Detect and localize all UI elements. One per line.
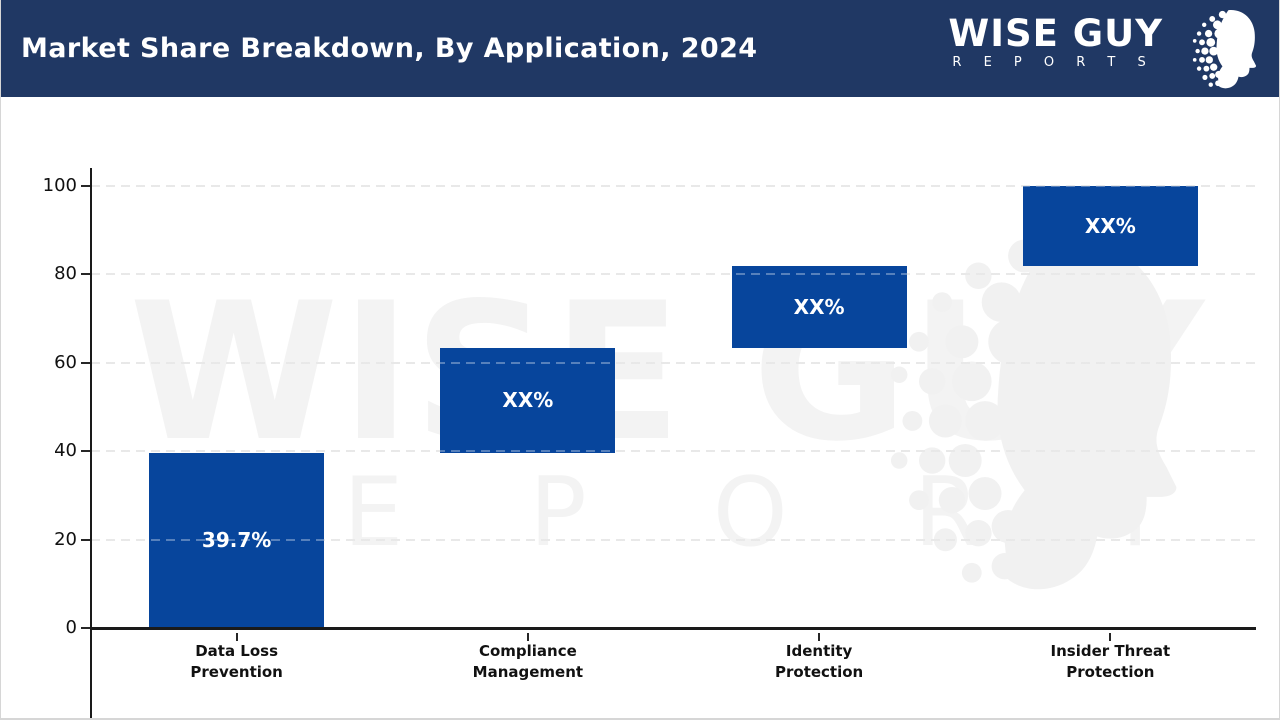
category-label-line: Identity bbox=[785, 642, 853, 660]
category-label-line: Insider Threat bbox=[1050, 642, 1171, 660]
y-axis-tick-label: 80 bbox=[54, 263, 77, 285]
gridline bbox=[91, 450, 1256, 453]
gridline-overlay bbox=[91, 273, 1256, 276]
gridline bbox=[91, 361, 1256, 364]
y-axis-tick bbox=[81, 361, 90, 364]
gridline bbox=[91, 185, 1256, 187]
category-label-line: Management bbox=[472, 663, 584, 681]
gridline-overlay bbox=[91, 538, 1256, 541]
page-title: Market Share Breakdown, By Application, … bbox=[21, 33, 758, 64]
gridline bbox=[91, 538, 1256, 541]
bar-value-label: XX% bbox=[1084, 214, 1136, 238]
x-axis-tick bbox=[526, 633, 529, 641]
y-axis-tick bbox=[81, 538, 90, 541]
brand-logo: WISE GUY R E P O R T S bbox=[948, 12, 1163, 70]
y-axis-tick-label: 60 bbox=[54, 351, 77, 373]
category-label-line: Data Loss bbox=[195, 642, 279, 660]
y-axis-tick bbox=[81, 627, 90, 629]
y-axis-tick bbox=[81, 273, 90, 276]
gridline bbox=[91, 273, 1256, 276]
header-bar: Market Share Breakdown, By Application, … bbox=[1, 0, 1279, 97]
y-axis-tick-label: 20 bbox=[54, 528, 77, 550]
x-axis-tick bbox=[818, 633, 821, 641]
bar-segment: 39.7% bbox=[149, 452, 325, 628]
gridline-overlay bbox=[91, 361, 1256, 364]
bar-segment: XX% bbox=[731, 266, 907, 349]
bar-value-label: 39.7% bbox=[201, 528, 272, 553]
x-axis-category-label: Insider Threat Protection bbox=[990, 641, 1230, 683]
brand-name: WISE GUY bbox=[948, 12, 1163, 55]
category-label-line: Prevention bbox=[190, 663, 283, 681]
y-axis-tick bbox=[81, 450, 90, 453]
x-axis-category-label: Compliance Management bbox=[408, 641, 648, 683]
bar-value-label: XX% bbox=[793, 295, 845, 320]
dotted-face-logo-icon bbox=[1192, 10, 1257, 89]
y-axis-tick bbox=[81, 185, 90, 187]
x-axis-tick bbox=[235, 633, 238, 641]
category-label-line: Compliance bbox=[478, 642, 577, 660]
gridline-overlay bbox=[91, 185, 1256, 187]
x-axis-tick bbox=[1109, 633, 1112, 641]
gridline-overlay bbox=[91, 450, 1256, 453]
x-axis-category-label: Identity Protection bbox=[699, 641, 939, 683]
bar-segment: XX% bbox=[440, 348, 616, 453]
chart-plot-area: 0 20 40 60 80 100 39.7% XX% XX% XX% Data Loss Preve… bbox=[1, 97, 1279, 718]
bar-value-label: XX% bbox=[502, 388, 554, 413]
x-axis-spine bbox=[90, 627, 1256, 630]
brand-subtitle: R E P O R T S bbox=[952, 54, 1155, 70]
y-axis-tick-label: 100 bbox=[42, 175, 77, 196]
category-label-line: Protection bbox=[775, 663, 864, 681]
y-axis-tick-label: 40 bbox=[54, 440, 77, 462]
bar-segment: XX% bbox=[1022, 186, 1198, 266]
x-axis-category-label: Data Loss Prevention bbox=[117, 641, 357, 683]
y-axis-spine bbox=[90, 168, 92, 718]
category-label-line: Protection bbox=[1066, 663, 1155, 681]
y-axis-tick-label: 0 bbox=[65, 617, 77, 638]
